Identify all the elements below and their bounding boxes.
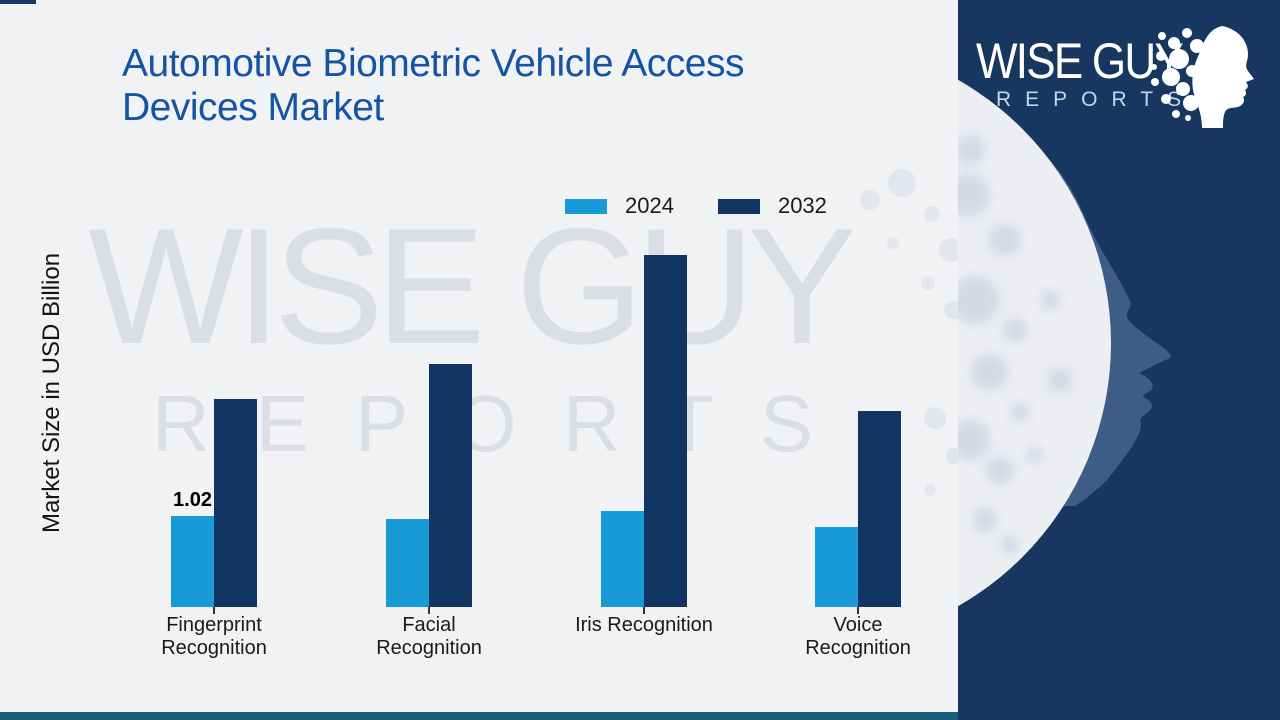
bottom-accent-strip — [0, 712, 958, 720]
category-label-voice-recognition: Voice Recognition — [805, 614, 911, 659]
brand-logo-wordmark: WISE GUY — [976, 33, 1184, 89]
legend-item-2024: 2024 — [565, 193, 674, 219]
legend-item-2032: 2032 — [717, 193, 827, 219]
bar-2032-facial-recognition — [429, 364, 472, 607]
legend-label-2024: 2024 — [625, 193, 674, 218]
page-title-line2: Devices Market — [122, 86, 384, 129]
bar-2032-iris-recognition — [644, 255, 687, 607]
bar-2024-facial-recognition — [386, 519, 429, 607]
watermark-brand-text: WISE GUY — [88, 194, 857, 378]
chart-legend: 2024 2032 — [565, 193, 827, 219]
brand-logo: WISE GUY REPORTS — [976, 36, 1276, 110]
x-axis-tick — [428, 607, 430, 614]
brand-logo-subtitle: REPORTS — [996, 88, 1196, 111]
bar-2024-iris-recognition — [601, 511, 644, 607]
category-label-iris-recognition: Iris Recognition — [575, 614, 713, 636]
legend-swatch-2024 — [565, 198, 607, 214]
category-label-facial-recognition: Facial Recognition — [376, 614, 482, 659]
bar-value-label: 1.02 — [173, 489, 212, 511]
page-title-line1: Automotive Biometric Vehicle Access — [122, 42, 744, 85]
bar-2032-fingerprint-recognition — [214, 399, 257, 607]
legend-swatch-2032 — [717, 198, 760, 214]
page-title: Automotive Biometric Vehicle Access Devi… — [122, 42, 744, 130]
category-label-fingerprint-recognition: Fingerprint Recognition — [161, 614, 267, 659]
bar-2024-fingerprint-recognition — [171, 516, 214, 607]
wiseguy-head-profile-icon — [1151, 26, 1254, 128]
watermark-reports-text: REPORTS — [152, 379, 860, 468]
bar-2024-voice-recognition — [815, 527, 858, 607]
bar-2032-voice-recognition — [858, 411, 901, 607]
x-axis-tick — [857, 607, 859, 614]
x-axis-tick — [643, 607, 645, 614]
brand-panel — [958, 0, 1280, 720]
top-left-accent-sliver — [0, 0, 36, 4]
legend-label-2032: 2032 — [777, 193, 827, 218]
x-axis-tick — [213, 607, 215, 614]
